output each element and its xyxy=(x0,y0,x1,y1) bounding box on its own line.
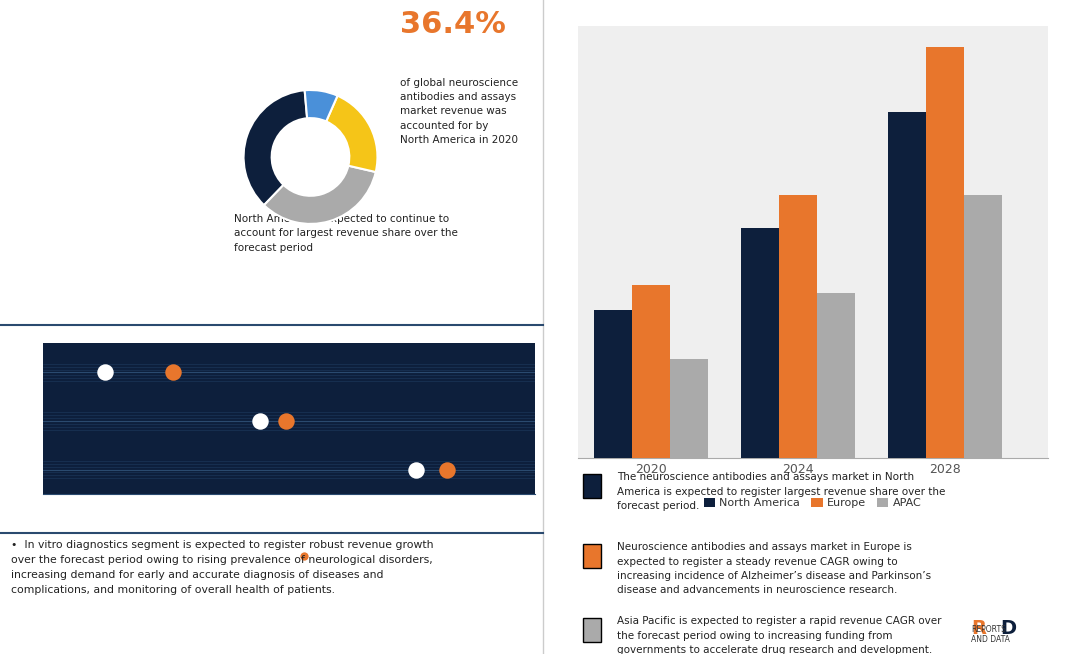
Text: R: R xyxy=(971,619,986,638)
FancyBboxPatch shape xyxy=(583,544,602,568)
Text: North America is expected to continue to
account for largest revenue share over : North America is expected to continue to… xyxy=(234,214,458,253)
Text: ACCELERATE: ACCELERATE xyxy=(22,68,149,86)
Wedge shape xyxy=(305,90,338,122)
Bar xyxy=(926,46,964,458)
Text: of global neuroscience
antibodies and assays
market revenue was
accounted for by: of global neuroscience antibodies and as… xyxy=(400,78,518,145)
Bar xyxy=(82,220,110,307)
Bar xyxy=(779,195,818,458)
Bar xyxy=(888,112,926,458)
Text: at a CAGR of: at a CAGR of xyxy=(22,107,93,117)
Point xyxy=(164,368,181,378)
Bar xyxy=(116,191,144,307)
Text: Asia Pacific is expected to register a rapid revenue CAGR over
the forecast peri: Asia Pacific is expected to register a r… xyxy=(617,616,942,654)
Text: Neuroscience antibodies and assays market in Europe is
expected to register a st: Neuroscience antibodies and assays marke… xyxy=(617,542,931,596)
Bar xyxy=(632,285,671,458)
Bar xyxy=(671,359,708,458)
Point xyxy=(438,464,456,475)
Bar xyxy=(594,310,632,458)
Text: 36.4%: 36.4% xyxy=(400,10,505,39)
Text: The neuroscience antibodies and assays market in North
America is expected to re: The neuroscience antibodies and assays m… xyxy=(617,472,945,511)
Point xyxy=(278,416,295,426)
Bar xyxy=(741,228,779,458)
FancyBboxPatch shape xyxy=(583,475,602,498)
Bar xyxy=(964,195,1002,458)
Text: 10.4%: 10.4% xyxy=(22,136,99,156)
Text: •  In vitro diagnostics segment is expected to register robust revenue growth
ov: • In vitro diagnostics segment is expect… xyxy=(11,540,433,595)
Text: market revenue will: market revenue will xyxy=(22,39,133,49)
Text: D: D xyxy=(1000,619,1016,638)
Bar xyxy=(17,269,46,307)
Text: 2021-2028,: 2021-2028, xyxy=(22,13,86,23)
Legend: North America, Europe, APAC: North America, Europe, APAC xyxy=(700,493,926,513)
Legend: 2018, 2028: 2018, 2028 xyxy=(226,547,352,566)
Text: REPORTS
AND DATA: REPORTS AND DATA xyxy=(971,625,1010,644)
Point xyxy=(407,464,424,475)
Point xyxy=(96,368,113,378)
Wedge shape xyxy=(244,90,307,205)
Point xyxy=(252,416,269,426)
Bar xyxy=(818,294,855,458)
Wedge shape xyxy=(264,165,376,224)
Wedge shape xyxy=(326,95,377,172)
FancyBboxPatch shape xyxy=(583,618,602,642)
Bar xyxy=(49,246,78,307)
